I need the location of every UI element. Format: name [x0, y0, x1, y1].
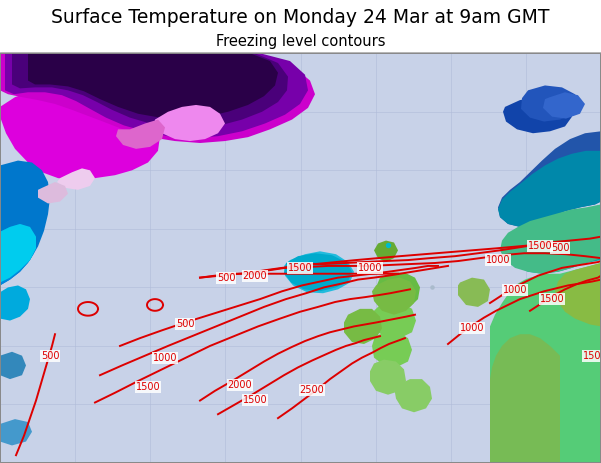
Polygon shape [490, 263, 601, 463]
Polygon shape [374, 241, 398, 262]
Text: 1000: 1000 [486, 255, 510, 265]
Text: 2000: 2000 [243, 271, 267, 281]
Text: 1500: 1500 [288, 263, 313, 273]
Text: 500: 500 [551, 244, 569, 253]
Polygon shape [498, 131, 601, 227]
Polygon shape [0, 224, 36, 282]
Polygon shape [154, 105, 225, 141]
Point [427, 284, 437, 291]
Polygon shape [500, 205, 601, 463]
Polygon shape [0, 53, 601, 463]
Polygon shape [5, 53, 308, 138]
Text: 1000: 1000 [460, 323, 484, 333]
Text: 500: 500 [41, 350, 59, 361]
Polygon shape [506, 205, 601, 274]
Text: 150: 150 [583, 350, 601, 361]
Polygon shape [0, 224, 36, 285]
Polygon shape [0, 88, 160, 180]
Polygon shape [116, 119, 165, 149]
Polygon shape [394, 379, 432, 412]
Polygon shape [28, 53, 278, 119]
Text: 1000: 1000 [358, 263, 382, 273]
Polygon shape [0, 53, 315, 143]
Polygon shape [0, 352, 26, 379]
Polygon shape [498, 151, 601, 227]
Polygon shape [12, 53, 288, 128]
Polygon shape [372, 332, 412, 368]
Polygon shape [344, 309, 382, 344]
Polygon shape [38, 182, 68, 204]
Text: 500: 500 [175, 319, 194, 330]
Polygon shape [503, 97, 572, 133]
Text: 1500: 1500 [540, 294, 564, 304]
Point [383, 242, 393, 249]
Polygon shape [370, 360, 406, 394]
Text: Freezing level contours: Freezing level contours [216, 34, 385, 49]
Polygon shape [458, 278, 490, 307]
Text: 1000: 1000 [153, 353, 177, 363]
Text: 1500: 1500 [136, 382, 160, 392]
Polygon shape [284, 251, 354, 293]
Polygon shape [555, 263, 601, 463]
Polygon shape [521, 86, 580, 121]
Polygon shape [0, 161, 50, 285]
Polygon shape [376, 273, 420, 311]
Polygon shape [543, 92, 585, 119]
Polygon shape [0, 419, 32, 445]
Text: 2000: 2000 [228, 380, 252, 390]
Text: 2500: 2500 [300, 385, 325, 395]
Polygon shape [284, 253, 352, 291]
Polygon shape [430, 334, 560, 463]
Text: 1000: 1000 [503, 285, 527, 295]
Polygon shape [374, 303, 416, 338]
Text: Surface Temperature on Monday 24 Mar at 9am GMT: Surface Temperature on Monday 24 Mar at … [51, 7, 550, 26]
Polygon shape [0, 285, 30, 320]
Polygon shape [57, 169, 95, 190]
Text: 1500: 1500 [528, 241, 552, 251]
Text: 500: 500 [217, 273, 235, 282]
Text: 1500: 1500 [243, 394, 267, 405]
Polygon shape [372, 278, 416, 315]
